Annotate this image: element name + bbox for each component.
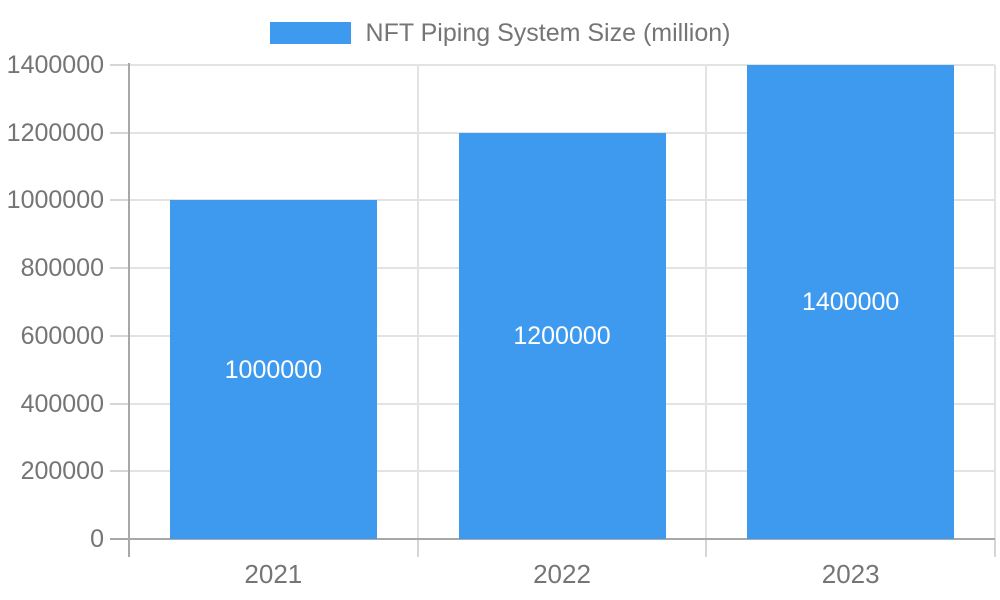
y-tick xyxy=(110,131,129,134)
bar-value-label: 1200000 xyxy=(513,321,611,350)
y-tick xyxy=(110,470,129,473)
y-axis-label: 200000 xyxy=(20,457,104,486)
y-gridline xyxy=(129,64,995,66)
bar[interactable] xyxy=(169,200,377,539)
legend-label: NFT Piping System Size (million) xyxy=(365,18,731,47)
y-tick xyxy=(110,334,129,337)
x-axis-label: 2021 xyxy=(244,559,303,589)
x-tick xyxy=(416,539,419,557)
x-axis-label: 2023 xyxy=(821,559,880,589)
y-axis-label: 0 xyxy=(90,525,104,553)
y-tick xyxy=(110,402,129,405)
y-axis-line xyxy=(128,63,130,557)
x-tick xyxy=(994,539,996,557)
x-axis-line xyxy=(110,538,995,540)
bar[interactable] xyxy=(458,132,666,539)
y-axis-label: 1200000 xyxy=(6,118,104,147)
y-tick xyxy=(110,199,129,202)
x-gridline xyxy=(705,65,708,539)
chart-legend[interactable]: NFT Piping System Size (million) xyxy=(0,16,1000,50)
y-axis-label: 400000 xyxy=(20,389,104,418)
y-axis-label: 800000 xyxy=(20,254,104,283)
x-gridline xyxy=(416,65,419,539)
x-gridline xyxy=(994,65,996,539)
y-axis-label: 1400000 xyxy=(6,51,104,79)
y-axis-label: 600000 xyxy=(20,321,104,350)
y-tick xyxy=(110,267,129,270)
x-tick xyxy=(705,539,708,557)
x-axis-label: 2022 xyxy=(533,559,591,589)
bar[interactable] xyxy=(747,65,955,539)
y-axis-label: 1000000 xyxy=(6,186,104,215)
bar-value-label: 1400000 xyxy=(801,288,900,316)
y-tick xyxy=(110,64,129,66)
legend-swatch-icon xyxy=(269,22,351,44)
bar-value-label: 1000000 xyxy=(224,355,322,384)
